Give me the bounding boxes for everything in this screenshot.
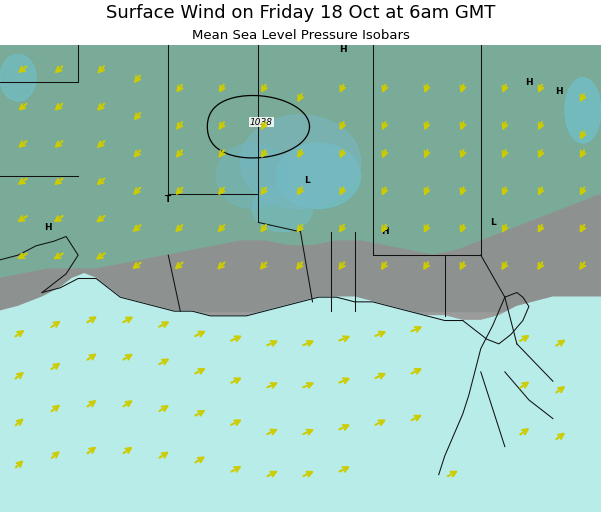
Text: T: T	[165, 195, 171, 204]
Bar	[0, 45, 601, 311]
Text: H: H	[525, 78, 532, 87]
Text: L: L	[304, 176, 310, 185]
Polygon shape	[0, 274, 601, 512]
Ellipse shape	[240, 115, 361, 208]
Text: Mean Sea Level Pressure Isobars: Mean Sea Level Pressure Isobars	[192, 29, 409, 41]
Ellipse shape	[565, 78, 601, 143]
Text: H: H	[381, 227, 388, 237]
Ellipse shape	[276, 143, 361, 208]
Text: H: H	[555, 87, 563, 96]
Polygon shape	[0, 195, 601, 321]
Text: Surface Wind on Friday 18 Oct at 6am GMT: Surface Wind on Friday 18 Oct at 6am GMT	[106, 4, 495, 22]
Ellipse shape	[252, 185, 313, 232]
Text: H: H	[44, 223, 52, 231]
Ellipse shape	[0, 54, 36, 101]
Ellipse shape	[216, 143, 288, 208]
Polygon shape	[433, 381, 601, 512]
Text: 1038: 1038	[250, 118, 273, 126]
Text: H: H	[339, 45, 346, 54]
Text: L: L	[490, 218, 496, 227]
